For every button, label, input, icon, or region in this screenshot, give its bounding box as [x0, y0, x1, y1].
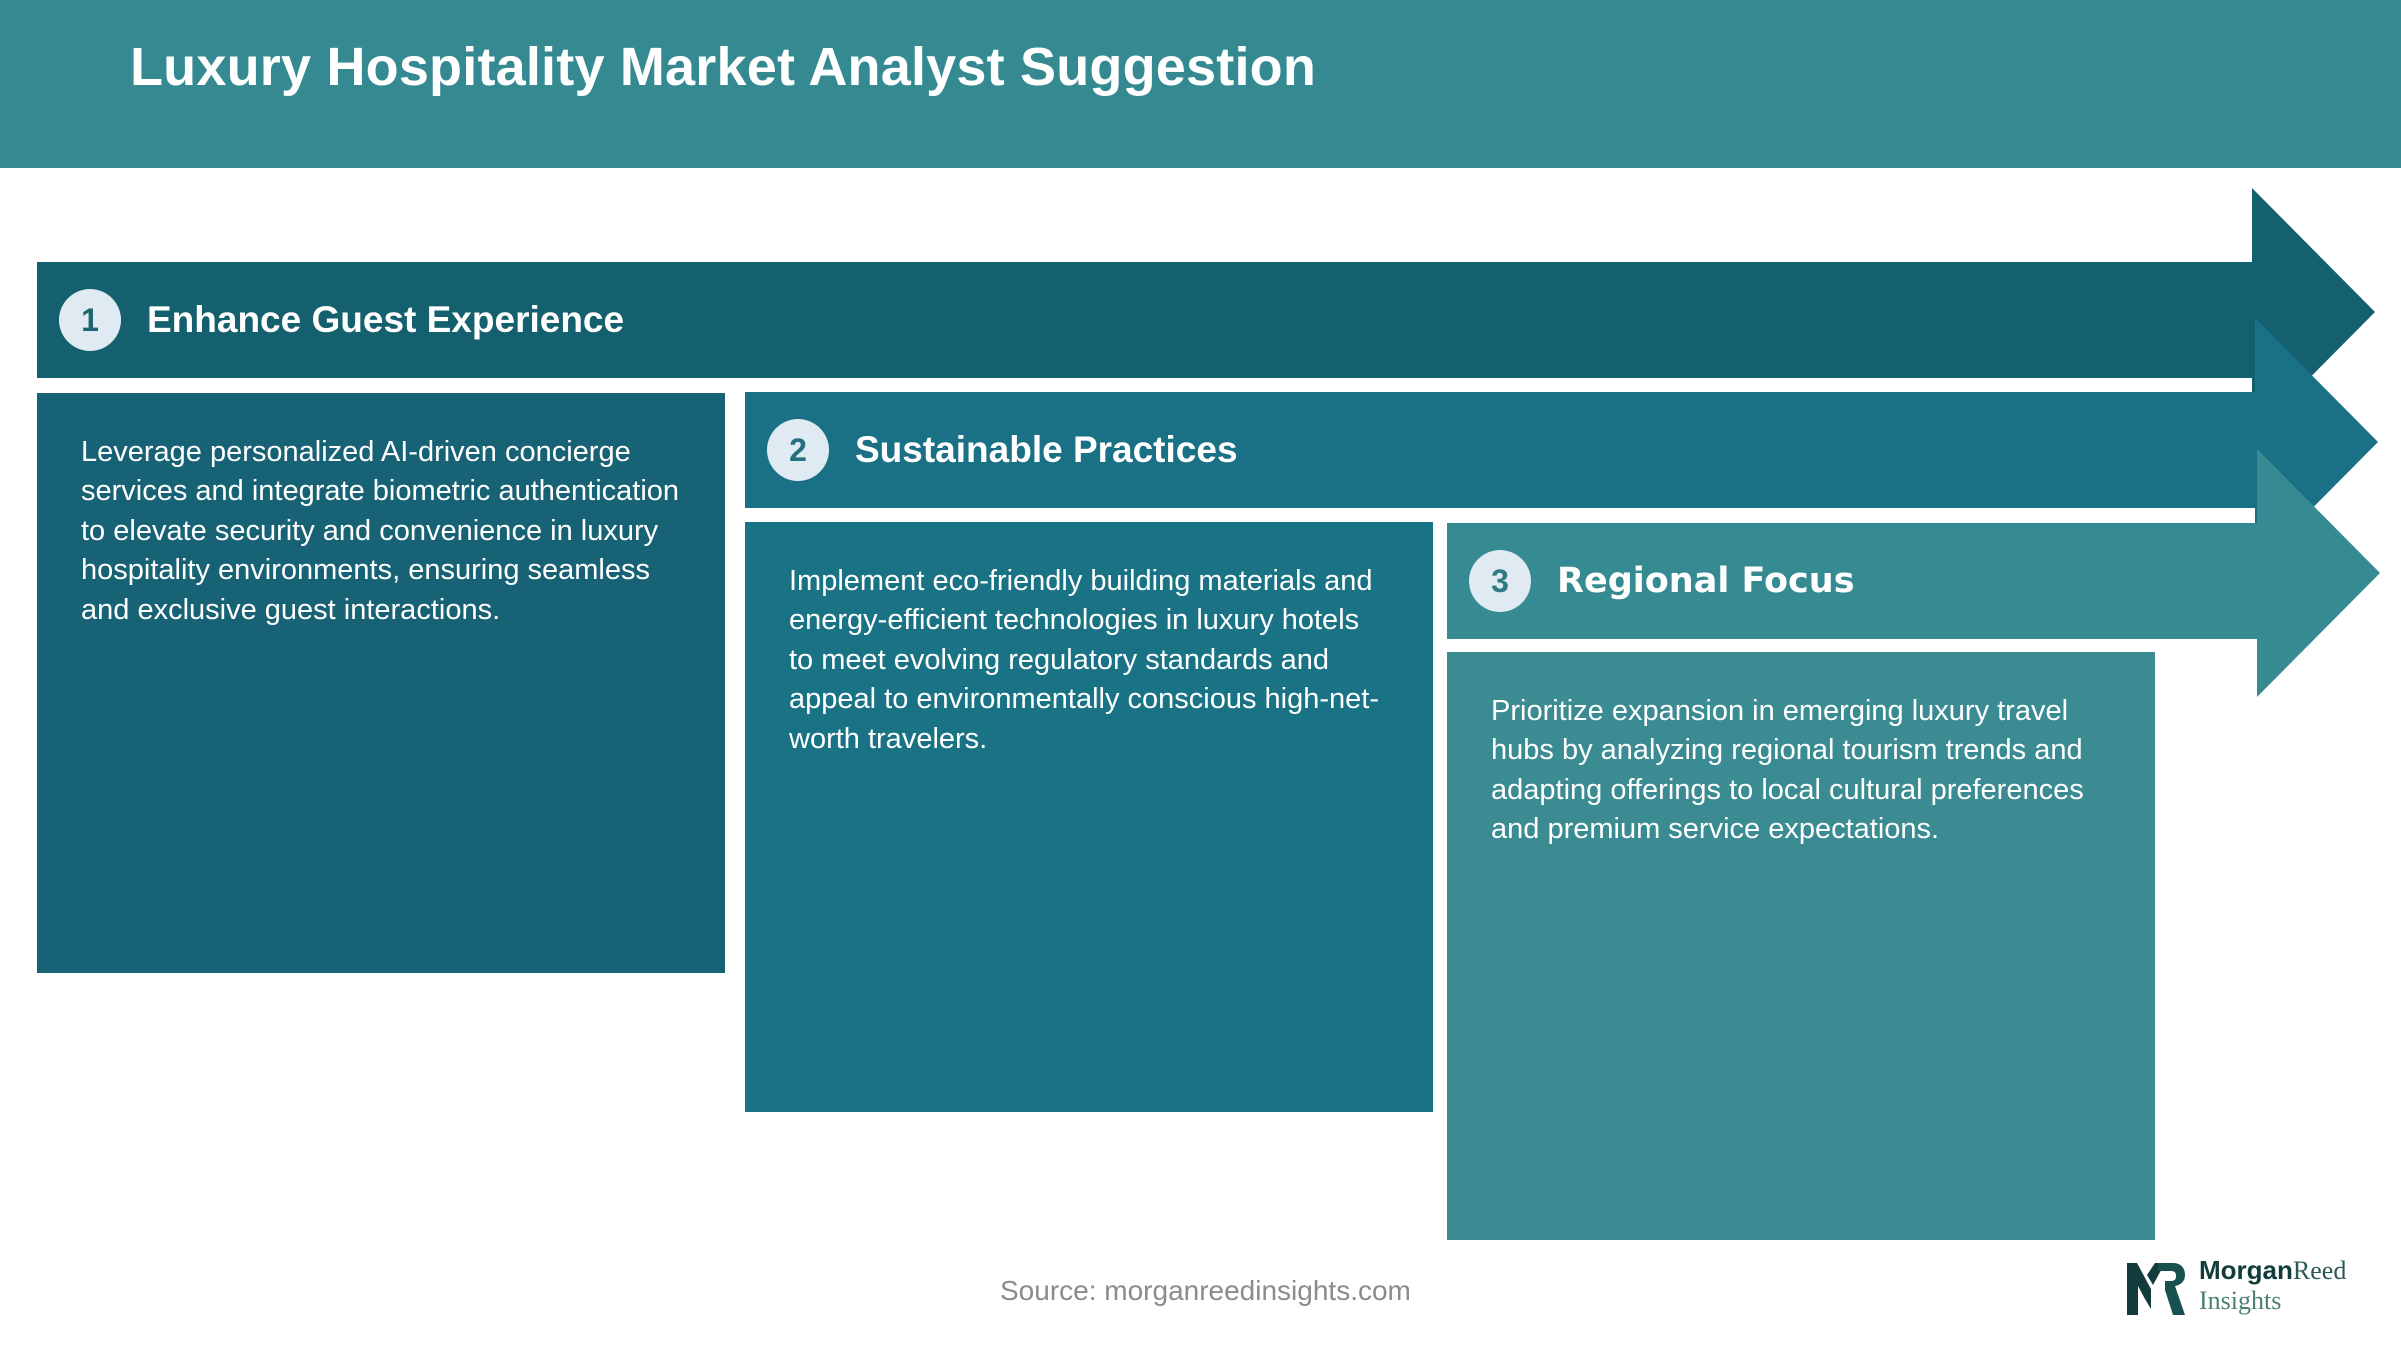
logo-wordmark: MorganReed Insights [2199, 1255, 2346, 1316]
header-banner: Luxury Hospitality Market Analyst Sugges… [0, 0, 2401, 168]
step-2-header[interactable]: 2 Sustainable Practices [745, 392, 2255, 508]
step-3-number-badge: 3 [1469, 550, 1531, 612]
step-3-body: Prioritize expansion in emerging luxury … [1447, 652, 2155, 1240]
step-2-title: Sustainable Practices [855, 429, 1238, 470]
arrow-head-2 [2255, 318, 2378, 566]
step-1-body: Leverage personalized AI-driven concierg… [37, 393, 725, 973]
logo-name-regular: Reed [2292, 1256, 2347, 1285]
logo-name-bold: Morgan [2199, 1255, 2293, 1285]
step-1-header[interactable]: 1 Enhance Guest Experience [37, 262, 2252, 378]
step-2-number-badge: 2 [767, 419, 829, 481]
step-2-body: Implement eco-friendly building material… [745, 522, 1433, 1112]
step-3-header[interactable]: 3 Regional Focus [1447, 523, 2257, 639]
step-3-title: Regional Focus [1557, 561, 1855, 601]
morgan-reed-insights-logo: MorganReed Insights [2125, 1255, 2365, 1327]
step-1-number-badge: 1 [59, 289, 121, 351]
step-1-title: Enhance Guest Experience [147, 299, 625, 340]
page-title: Luxury Hospitality Market Analyst Sugges… [130, 37, 1317, 97]
logo-line-1: MorganReed [2199, 1255, 2346, 1286]
source-attribution: Source: morganreedinsights.com [1000, 1275, 1411, 1306]
mr-monogram-icon [2127, 1263, 2185, 1315]
arrow-head-3 [2257, 449, 2380, 697]
logo-tagline: Insights [2199, 1286, 2282, 1315]
arrow-head-1 [2252, 188, 2375, 436]
